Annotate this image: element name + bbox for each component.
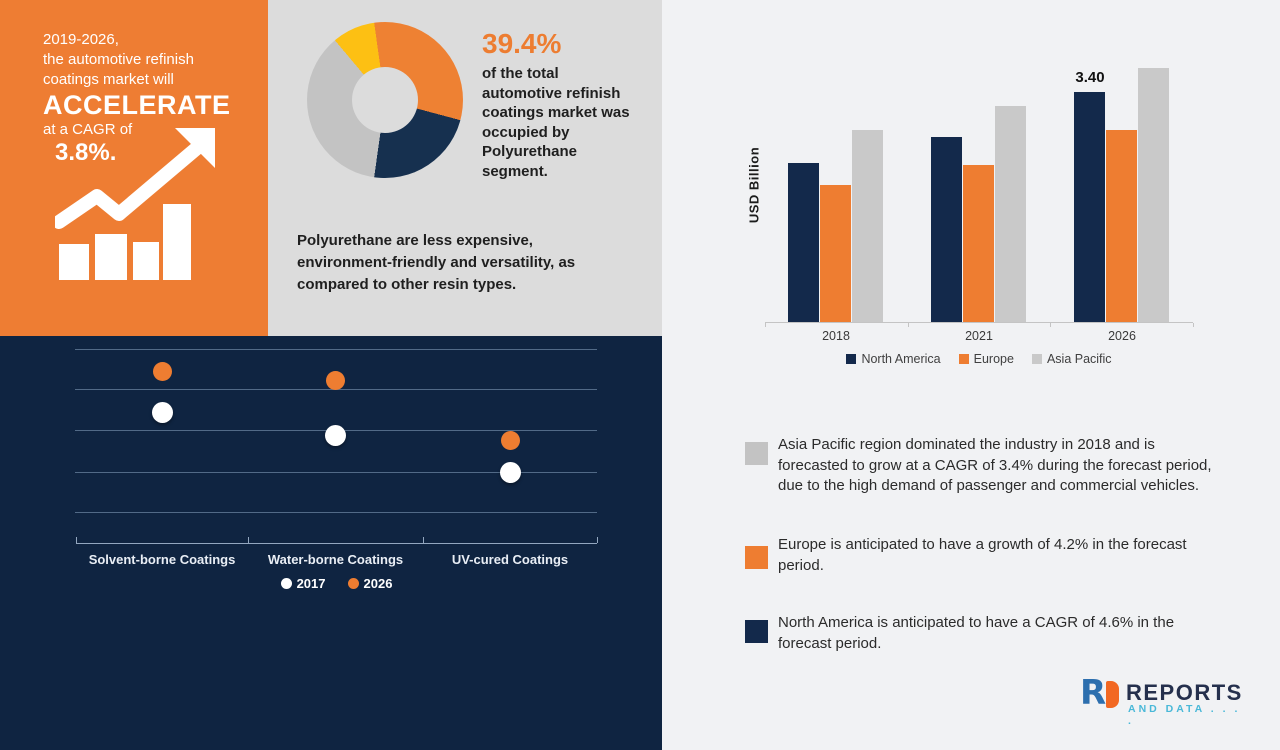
accelerate-line1: 2019-2026,: [43, 31, 119, 48]
bar-legend-item-north-america: North America: [846, 352, 941, 366]
bar-legend-item-asia-pacific: Asia Pacific: [1031, 352, 1112, 366]
bar-north-america-2018: [788, 163, 819, 322]
polyurethane-note: Polyurethane are less expensive, environ…: [297, 232, 576, 293]
polyurethane-share-stat: 39.4%: [482, 28, 562, 59]
note-text-asia-pacific: Asia Pacific region dominated the indust…: [778, 436, 1212, 494]
legend-label: Asia Pacific: [1046, 352, 1112, 366]
growth-arrow-chart-icon: [55, 128, 215, 280]
legend-swatch-icon: [958, 354, 969, 364]
note-swatch-europe: [745, 546, 768, 569]
logo-anddata-text: AND DATA . . . .: [1128, 703, 1241, 727]
bar-north-america-2021: [931, 137, 962, 322]
logo-r-icon: R: [1080, 673, 1107, 713]
bar-x-label-2021: 2021: [965, 329, 993, 343]
coatings-panel: Solvent-borne Coatings Water-borne Coatin…: [0, 336, 662, 750]
dot-axis-tick-1: [248, 537, 249, 543]
logo-d-icon: [1106, 681, 1119, 708]
legend-swatch-icon: [846, 354, 857, 364]
bar-legend-item-europe: Europe: [958, 352, 1014, 366]
bar-axis-tick-0: [765, 323, 766, 327]
legend-label: North America: [861, 352, 941, 366]
reports-and-data-logo: R REPORTS AND DATA . . . .: [1080, 673, 1250, 727]
dot-2017-water-borne-coatings: [324, 425, 346, 447]
polyurethane-share-description: of the total automotive refinish coating…: [482, 65, 630, 180]
accelerate-line2: the automotive refinish: [43, 51, 194, 68]
dot-axis-tick-0: [76, 537, 77, 543]
bar-asia-pacific-2018: [852, 130, 883, 322]
bar-chart-legend: North America Europe Asia Pacific: [765, 352, 1193, 366]
dot-legend-item-2026: 2026: [347, 576, 393, 591]
bar-axis-tick-1: [908, 323, 909, 327]
dot-gridline-3: [75, 472, 597, 473]
bar-axis-tick-2: [1050, 323, 1051, 327]
logo-reports-text: REPORTS: [1126, 680, 1243, 705]
dot-2026-water-borne-coatings: [325, 371, 345, 391]
dot-plot-axis: [76, 537, 598, 544]
dot-2017-solvent-borne-coatings: [151, 401, 173, 423]
note-text-north-america: North America is anticipated to have a C…: [778, 614, 1175, 652]
legend-label: 2017: [296, 576, 326, 591]
dot-2017-uv-cured-coatings: [499, 461, 521, 483]
dot-2026-solvent-borne-coatings: [152, 361, 172, 381]
bar-chart-x-axis: [765, 322, 1194, 327]
dot-category-1: Water-borne Coatings: [267, 552, 404, 567]
dot-plot-legend: 2017 2026: [76, 576, 597, 591]
note-swatch-asia-pacific: [745, 442, 768, 465]
bar-north-america-2026: [1074, 92, 1105, 322]
bar-europe-2021: [963, 165, 994, 322]
legend-dot-icon: [347, 578, 359, 589]
bar-europe-2018: [820, 185, 851, 322]
legend-swatch-icon: [1031, 354, 1042, 364]
legend-label: 2026: [363, 576, 393, 591]
dot-category-2: UV-cured Coatings: [451, 552, 569, 567]
accelerate-rate: 3.8%.: [55, 139, 117, 166]
bar-asia-pacific-2026: [1138, 68, 1169, 322]
bar-x-label-2018: 2018: [822, 329, 850, 343]
dot-legend-item-2017: 2017: [280, 576, 326, 591]
accelerate-emphasis: ACCELERATE: [43, 90, 231, 120]
donut-hole: [352, 67, 418, 133]
accelerate-panel: 2019-2026, the automotive refinish coati…: [0, 0, 268, 336]
accelerate-line4: at a CAGR of: [43, 121, 133, 138]
bar-axis-tick-3: [1193, 323, 1194, 327]
dot-gridline-4: [75, 512, 597, 513]
dot-category-0: Solvent-borne Coatings: [88, 552, 236, 567]
accelerate-line3: coatings market will: [43, 71, 174, 88]
dot-axis-tick-3: [597, 537, 598, 543]
bar-asia-pacific-2021: [995, 106, 1026, 322]
polyurethane-panel: 39.4% of the total automotive refinish c…: [268, 0, 662, 336]
resin-share-donut-chart: [307, 22, 463, 178]
legend-dot-icon: [280, 578, 292, 589]
note-text-europe: Europe is anticipated to have a growth o…: [778, 536, 1187, 574]
dot-2026-uv-cured-coatings: [500, 430, 520, 450]
bar-europe-2026: [1106, 130, 1137, 322]
bar-x-label-2026: 2026: [1108, 329, 1136, 343]
dot-axis-tick-2: [423, 537, 424, 543]
bar-data-label: 3.40: [1075, 69, 1105, 86]
bar-chart-y-axis-label: USD Billion: [746, 146, 762, 224]
legend-label: Europe: [973, 352, 1014, 366]
note-swatch-north-america: [745, 620, 768, 643]
dot-gridline-0: [75, 349, 597, 350]
